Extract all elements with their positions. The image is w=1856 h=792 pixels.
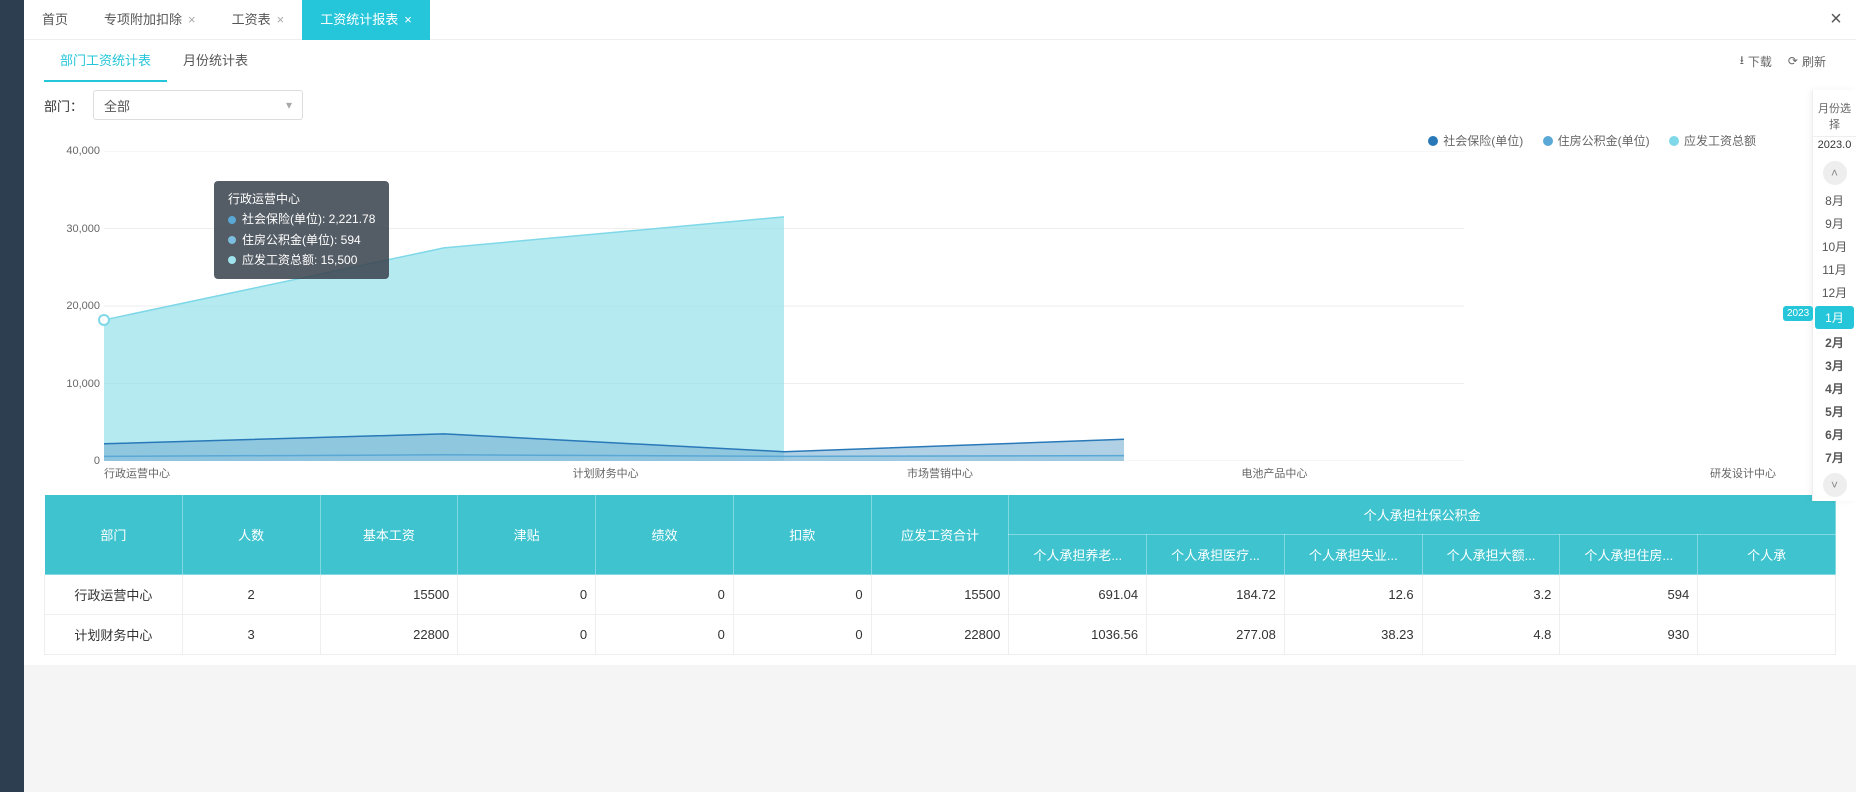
left-nav-rail bbox=[0, 0, 24, 792]
tab-salary-sheet[interactable]: 工资表 bbox=[214, 0, 303, 40]
month-item[interactable]: 3月 bbox=[1813, 354, 1856, 377]
month-item[interactable]: 2月 bbox=[1813, 331, 1856, 354]
refresh-label: 刷新 bbox=[1802, 53, 1826, 70]
tab-deduction[interactable]: 专项附加扣除 bbox=[86, 0, 214, 40]
chart-y-axis-labels: 010,00020,00030,00040,000 bbox=[44, 151, 104, 461]
table-row[interactable]: 行政运营中心21550000015500691.04184.7212.63.25… bbox=[45, 575, 1836, 615]
month-item[interactable]: 4月 bbox=[1813, 377, 1856, 400]
month-scroll-down-icon[interactable]: ˅ bbox=[1823, 473, 1847, 497]
tab-home[interactable]: 首页 bbox=[24, 0, 86, 40]
legend-item-total-salary[interactable]: 应发工资总额 bbox=[1669, 132, 1756, 149]
month-selector-panel: 月份选择 2023.0 ˄ 8月9月10月11月12月1月20232月3月4月5… bbox=[1812, 90, 1856, 501]
dept-select[interactable]: 全部 ▾ bbox=[93, 90, 303, 120]
table-row[interactable]: 计划财务中心322800000228001036.56277.0838.234.… bbox=[45, 615, 1836, 655]
sub-tab-month-stats[interactable]: 月份统计表 bbox=[167, 40, 264, 82]
month-item[interactable]: 5月 bbox=[1813, 400, 1856, 423]
top-tab-bar: 首页 专项附加扣除 工资表 工资统计报表 × bbox=[24, 0, 1856, 40]
download-label: 下载 bbox=[1748, 53, 1772, 70]
month-item[interactable]: 12月 bbox=[1813, 281, 1856, 304]
month-item[interactable]: 9月 bbox=[1813, 212, 1856, 235]
chevron-down-icon: ▾ bbox=[286, 98, 292, 112]
legend-item-social-insurance[interactable]: 社会保险(单位) bbox=[1428, 132, 1523, 149]
legend-item-housing-fund[interactable]: 住房公积金(单位) bbox=[1543, 132, 1650, 149]
chart-legend: 社会保险(单位) 住房公积金(单位) 应发工资总额 bbox=[44, 132, 1836, 149]
month-panel-year: 2023.0 bbox=[1813, 137, 1856, 157]
month-scroll-up-icon[interactable]: ˄ bbox=[1823, 161, 1847, 185]
month-item[interactable]: 11月 bbox=[1813, 258, 1856, 281]
refresh-button[interactable]: ⟳ 刷新 bbox=[1788, 53, 1826, 70]
chart-x-axis-labels: 行政运营中心计划财务中心市场营销中心电池产品中心研发设计中心 bbox=[44, 461, 1836, 481]
sub-tab-bar: 部门工资统计表 月份统计表 ⭳ 下载 ⟳ 刷新 bbox=[24, 40, 1856, 82]
month-item[interactable]: 1月2023 bbox=[1815, 306, 1854, 329]
dept-filter-label: 部门： bbox=[44, 96, 83, 115]
month-item[interactable]: 7月 bbox=[1813, 446, 1856, 469]
sub-tab-dept-stats[interactable]: 部门工资统计表 bbox=[44, 40, 167, 82]
salary-area-chart: 社会保险(单位) 住房公积金(单位) 应发工资总额 010,00020,0003… bbox=[24, 124, 1856, 494]
chart-plot-area bbox=[44, 151, 1484, 461]
download-button[interactable]: ⭳ 下载 bbox=[1740, 51, 1772, 72]
month-panel-title: 月份选择 bbox=[1813, 96, 1856, 137]
month-item[interactable]: 6月 bbox=[1813, 423, 1856, 446]
salary-table: 部门人数基本工资津贴绩效扣款应发工资合计个人承担社保公积金个人承担养老...个人… bbox=[24, 494, 1856, 665]
tab-salary-report[interactable]: 工资统计报表 bbox=[302, 0, 430, 40]
dept-select-value: 全部 bbox=[104, 96, 130, 115]
month-item[interactable]: 10月 bbox=[1813, 235, 1856, 258]
month-item[interactable]: 8月 bbox=[1813, 189, 1856, 212]
close-all-icon[interactable]: × bbox=[1816, 8, 1856, 31]
filter-row: 部门： 全部 ▾ bbox=[24, 82, 1856, 124]
